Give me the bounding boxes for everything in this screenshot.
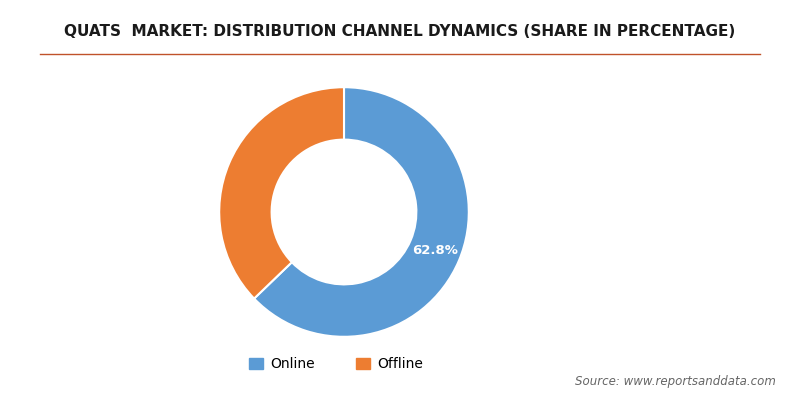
Wedge shape bbox=[219, 87, 344, 298]
Text: 62.8%: 62.8% bbox=[412, 244, 458, 257]
Text: QUATS  MARKET: DISTRIBUTION CHANNEL DYNAMICS (SHARE IN PERCENTAGE): QUATS MARKET: DISTRIBUTION CHANNEL DYNAM… bbox=[64, 24, 736, 39]
Text: Source: www.reportsanddata.com: Source: www.reportsanddata.com bbox=[575, 375, 776, 388]
Legend: Online, Offline: Online, Offline bbox=[243, 352, 429, 377]
Wedge shape bbox=[254, 87, 469, 337]
